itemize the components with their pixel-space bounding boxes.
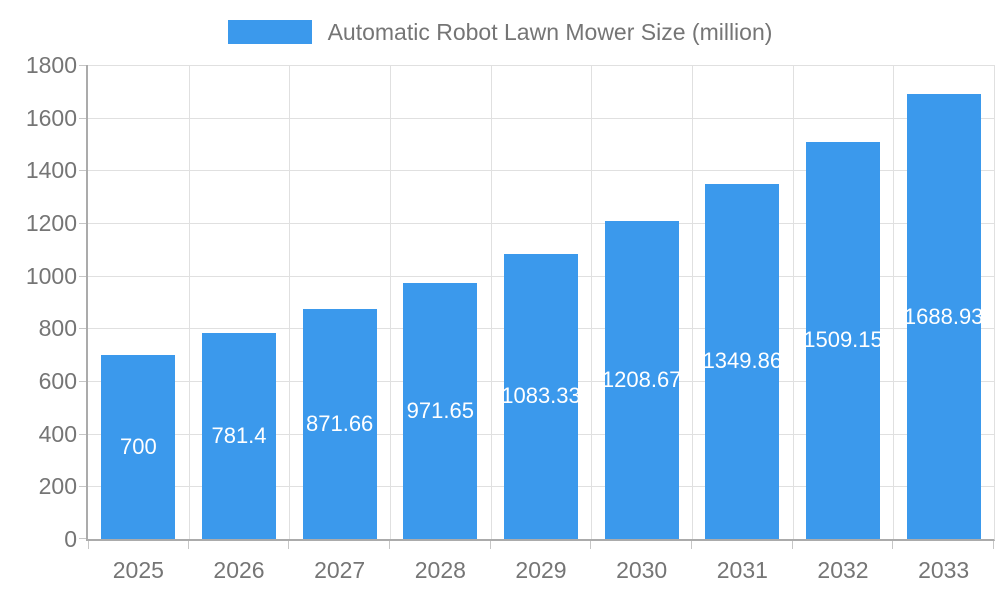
- gridline-horizontal: [88, 170, 994, 172]
- y-axis-tick: [79, 170, 86, 172]
- gridline-vertical: [692, 65, 693, 539]
- bar-value-label: 971.65: [406, 398, 474, 424]
- gridline-horizontal: [88, 65, 994, 66]
- bar[interactable]: 781.4: [202, 333, 276, 539]
- y-axis-tick: [79, 223, 86, 224]
- x-axis-label: 2028: [414, 557, 466, 583]
- gridline-vertical: [591, 65, 593, 539]
- x-axis-label: 2033: [918, 557, 970, 583]
- bar-value-label: 1208.67: [601, 366, 682, 392]
- bar[interactable]: 1349.86: [703, 183, 782, 539]
- x-axis-label: 2029: [515, 557, 567, 583]
- x-axis-tick: [892, 541, 894, 549]
- gridline-vertical: [289, 65, 291, 539]
- bar-value-label: 1509.15: [803, 327, 883, 353]
- x-axis-tick: [288, 541, 290, 549]
- bar-value-label: 1349.86: [702, 348, 783, 374]
- bar-value-label: 1083.33: [501, 383, 581, 409]
- y-axis-tick: [79, 486, 86, 488]
- y-axis-label: 600: [38, 368, 77, 394]
- gridline-vertical: [893, 65, 895, 539]
- x-axis-tick: [88, 541, 89, 549]
- y-axis-tick: [79, 381, 86, 382]
- plot-area: 700 781.4 871.66 971.65 1083.33 1208.67 1349.8…: [79, 65, 995, 549]
- legend-swatch-icon: [227, 20, 312, 44]
- bar-value-label: 1688.93: [903, 303, 984, 329]
- bar[interactable]: 1509.15: [803, 141, 883, 539]
- bar-value-label: 871.66: [306, 411, 374, 437]
- x-axis-tick: [791, 541, 793, 549]
- chart-legend[interactable]: Automatic Robot Lawn Mower Size (million…: [0, 17, 1000, 47]
- bar[interactable]: 700: [101, 354, 176, 539]
- y-axis-tick: [79, 275, 86, 277]
- y-axis-label: 1600: [25, 104, 77, 131]
- x-axis-tick: [590, 541, 592, 549]
- bar[interactable]: 871.66: [302, 309, 377, 539]
- bar[interactable]: 1688.93: [903, 94, 984, 539]
- x-axis-label: 2026: [213, 557, 265, 583]
- x-axis-label: 2032: [817, 557, 869, 583]
- x-axis-tick: [187, 541, 189, 549]
- bar[interactable]: 1208.67: [601, 220, 682, 539]
- x-axis-tick: [691, 541, 692, 549]
- y-axis-label: 1000: [25, 262, 77, 289]
- y-axis-label: 1400: [25, 157, 77, 184]
- x-axis-label: 2031: [716, 557, 768, 583]
- x-axis-label: 2025: [112, 557, 164, 583]
- legend-label: Automatic Robot Lawn Mower Size (million…: [327, 18, 773, 45]
- bar-value-label: 781.4: [211, 423, 267, 449]
- bar[interactable]: 971.65: [403, 283, 478, 539]
- bar-value-label: 700: [119, 433, 157, 459]
- gridline-horizontal: [88, 117, 994, 119]
- x-axis-tick: [993, 541, 994, 549]
- gridline-vertical: [490, 65, 492, 539]
- gridline-horizontal: [88, 223, 994, 224]
- y-axis-label: 1200: [25, 210, 77, 236]
- y-axis-tick: [79, 433, 86, 435]
- y-axis-label: 800: [38, 315, 77, 342]
- y-axis-label: 200: [38, 473, 77, 500]
- y-axis-label: 1800: [25, 52, 77, 78]
- y-axis-tick: [79, 117, 86, 119]
- x-axis-tick: [389, 541, 390, 549]
- y-axis-label: 0: [64, 526, 77, 552]
- y-axis-label: 400: [38, 420, 77, 447]
- gridline-vertical: [188, 65, 190, 539]
- y-axis-tick: [79, 538, 86, 539]
- x-axis-tick: [489, 541, 491, 549]
- y-axis-tick: [79, 328, 86, 330]
- x-axis-label: 2030: [616, 557, 668, 583]
- x-axis-label: 2027: [314, 557, 366, 583]
- y-axis-tick: [79, 65, 86, 66]
- bar[interactable]: 1083.33: [501, 253, 581, 539]
- gridline-vertical: [390, 65, 391, 539]
- gridline-vertical: [792, 65, 794, 539]
